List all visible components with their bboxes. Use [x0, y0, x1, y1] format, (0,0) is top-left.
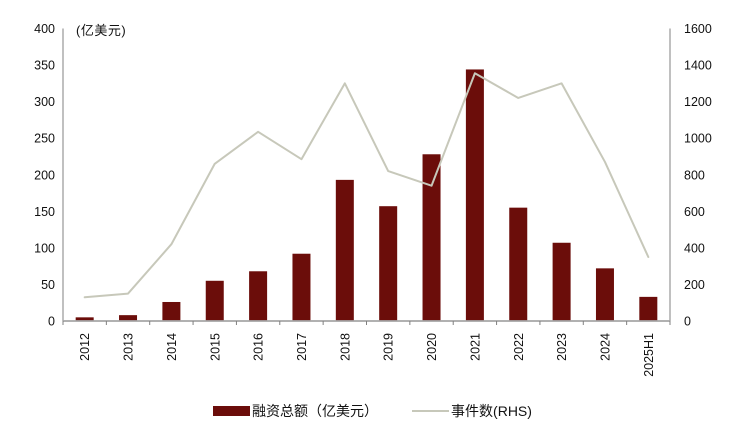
bar-2019 [379, 206, 398, 321]
x-axis-label-2020: 2020 [425, 333, 439, 361]
events-line [83, 72, 650, 299]
x-axis-label-2021: 2021 [468, 333, 482, 361]
bar-series-swatch-icon [213, 406, 251, 416]
left-axis-tick-label: 350 [34, 59, 55, 73]
bar-2021 [465, 69, 484, 321]
bar-2016 [249, 271, 268, 321]
bar-2015 [205, 280, 224, 321]
bar-2023 [552, 242, 571, 321]
left-axis-title: (亿美元) [76, 23, 127, 38]
legend-item-events: 事件数(RHS) [412, 401, 532, 421]
x-axis-label-2024: 2024 [598, 333, 612, 361]
x-axis-label-2023: 2023 [555, 333, 569, 361]
x-axis-label-2014: 2014 [165, 333, 179, 361]
right-axis-tick-label: 1000 [684, 132, 712, 146]
x-axis-label-2012: 2012 [78, 333, 92, 361]
right-axis-tick-label: 1400 [684, 59, 712, 73]
bar-2012 [75, 317, 94, 321]
legend-label-financing: 融资总额（亿美元） [252, 403, 379, 419]
right-axis-tick-label: 1200 [684, 95, 712, 109]
left-axis-tick-label: 50 [41, 278, 55, 292]
x-axis-label-2013: 2013 [122, 333, 136, 361]
left-axis-tick-label: 100 [34, 241, 55, 255]
x-axis-label-2016: 2016 [252, 333, 266, 361]
x-axis-label-2019: 2019 [382, 333, 396, 361]
bar-2022 [509, 207, 528, 321]
right-axis-tick-label: 400 [684, 241, 705, 255]
right-axis-tick-label: 200 [684, 278, 705, 292]
x-axis-label-2025H1: 2025H1 [642, 333, 656, 377]
right-axis-tick-label: 0 [684, 315, 691, 329]
bar-2020 [422, 154, 441, 321]
x-axis-label-2022: 2022 [512, 333, 526, 361]
bar-2014 [162, 301, 181, 321]
chart-legend: 融资总额（亿美元） 事件数(RHS) [0, 401, 745, 421]
left-axis-tick-label: 200 [34, 168, 55, 182]
bar-2018 [335, 179, 354, 321]
bar-2013 [119, 315, 138, 321]
left-axis-tick-label: 250 [34, 132, 55, 146]
x-axis-label-2017: 2017 [295, 333, 309, 361]
bar-2024 [595, 268, 614, 321]
right-axis-tick-label: 1600 [684, 22, 712, 36]
x-axis-label-2015: 2015 [208, 333, 222, 361]
left-axis-tick-label: 150 [34, 205, 55, 219]
left-axis-tick-label: 0 [48, 315, 55, 329]
legend-item-financing: 融资总额（亿美元） [213, 401, 378, 421]
x-axis-label-2018: 2018 [338, 333, 352, 361]
bar-2017 [292, 253, 311, 321]
left-axis-tick-label: 400 [34, 22, 55, 36]
line-series-swatch-icon [412, 410, 450, 412]
right-axis-tick-label: 600 [684, 205, 705, 219]
legend-label-events: 事件数(RHS) [451, 403, 532, 419]
right-axis-tick-label: 800 [684, 168, 705, 182]
left-axis-tick-label: 300 [34, 95, 55, 109]
bar-2025H1 [639, 296, 658, 321]
